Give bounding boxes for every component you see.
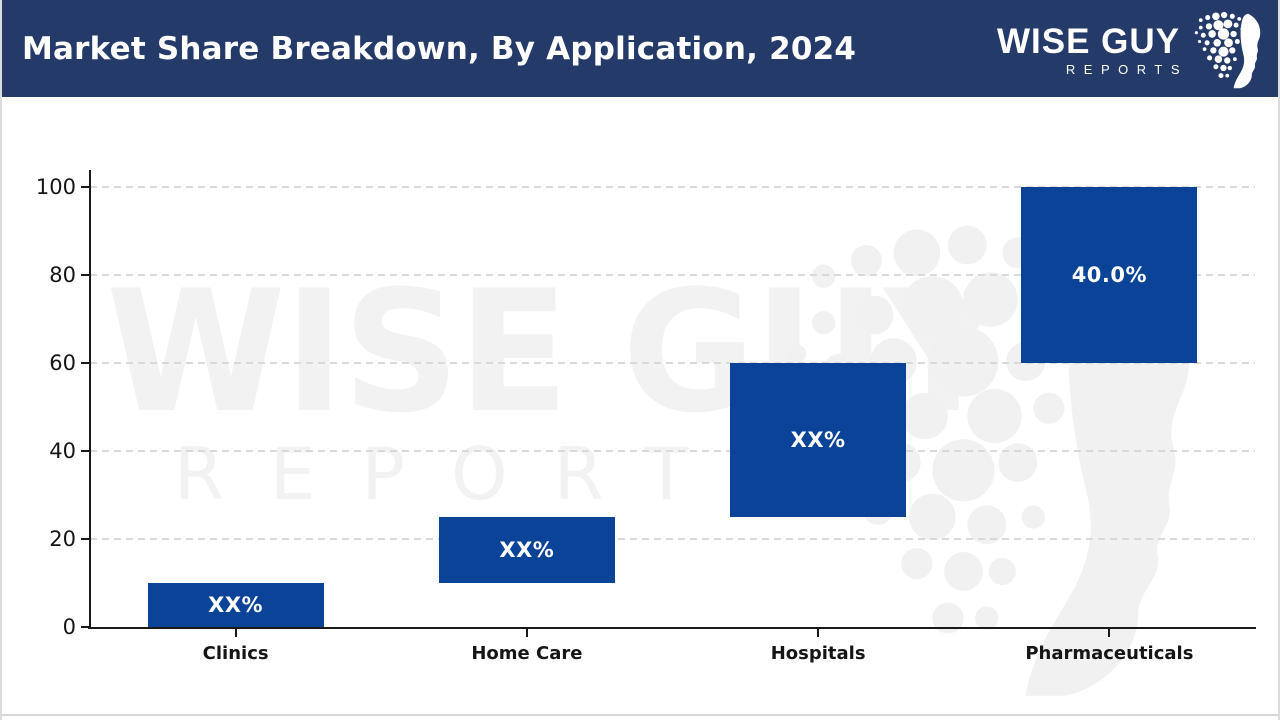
gridline-y80 xyxy=(90,274,1255,276)
y-axis-tick xyxy=(81,538,89,540)
x-axis-tick xyxy=(525,629,528,637)
logo-brand-subtitle: REPORTS xyxy=(1065,62,1188,77)
gridline-y20 xyxy=(90,538,1255,540)
bar-hospitals: XX% xyxy=(730,363,907,517)
y-axis-tick xyxy=(81,186,89,188)
y-axis-tick xyxy=(81,274,89,276)
x-axis-tick xyxy=(1108,629,1111,637)
x-axis-category-label: Home Care xyxy=(471,643,583,664)
y-axis-tick xyxy=(81,626,89,628)
wiseguy-head-icon xyxy=(1188,10,1264,92)
bar-clinics: XX% xyxy=(147,583,324,627)
header-banner: Market Share Breakdown, By Application, … xyxy=(2,0,1278,97)
x-axis-tick xyxy=(817,629,820,637)
x-axis-line xyxy=(88,627,1256,629)
plot-area: 0 20 40 60 80 100 Clinics XX% Home Care XX% Hospit… xyxy=(2,97,1280,720)
x-axis-category-label: Clinics xyxy=(202,643,269,664)
wiseguy-logo: WISE GUY REPORTS xyxy=(997,10,1264,92)
gridline-y40 xyxy=(90,450,1255,452)
gridline-y60 xyxy=(90,362,1255,364)
y-axis-tick-label: 80 xyxy=(49,263,76,287)
wiseguy-logo-text: WISE GUY REPORTS xyxy=(997,24,1180,77)
bar-value-label: XX% xyxy=(499,538,555,562)
y-axis-tick-label: 60 xyxy=(49,351,76,375)
bar-value-label: XX% xyxy=(208,593,264,617)
y-axis-tick-label: 20 xyxy=(49,527,76,551)
logo-brand-name: WISE GUY xyxy=(996,22,1180,61)
bottom-border-line xyxy=(2,714,1278,716)
y-axis-tick xyxy=(81,450,89,452)
gridline-y100 xyxy=(90,186,1255,188)
chart-title: Market Share Breakdown, By Application, … xyxy=(22,30,857,67)
y-axis-line xyxy=(89,170,91,629)
x-axis-tick xyxy=(234,629,237,637)
y-axis-tick-label: 0 xyxy=(62,615,76,639)
bar-pharmaceuticals: 40.0% xyxy=(1021,187,1198,363)
y-axis-tick-label: 40 xyxy=(49,439,76,463)
x-axis-category-label: Pharmaceuticals xyxy=(1025,643,1194,664)
y-axis-tick xyxy=(81,362,89,364)
bar-value-label: XX% xyxy=(790,428,846,452)
bar-home-care: XX% xyxy=(438,517,615,583)
x-axis-category-label: Hospitals xyxy=(770,643,866,664)
bar-value-label: 40.0% xyxy=(1071,263,1148,287)
y-axis-tick-label: 100 xyxy=(35,175,76,199)
